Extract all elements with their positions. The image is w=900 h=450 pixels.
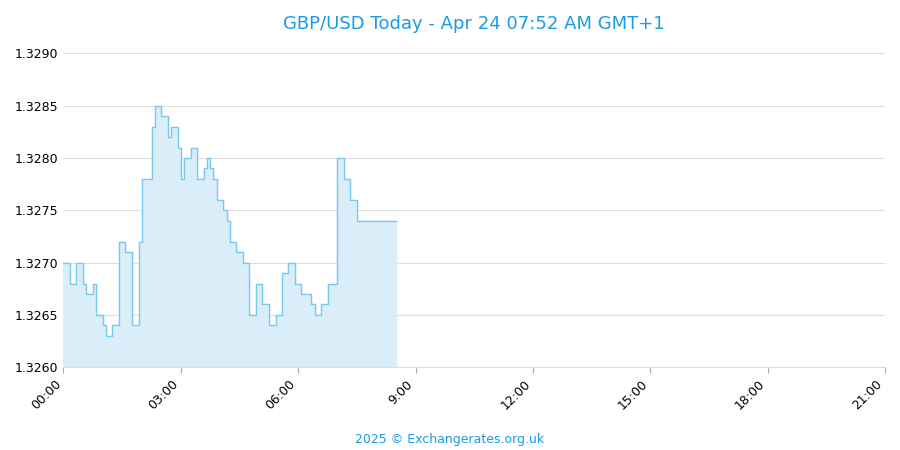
Polygon shape — [64, 106, 396, 367]
Text: 2025 © Exchangerates.org.uk: 2025 © Exchangerates.org.uk — [356, 432, 544, 446]
Title: GBP/USD Today - Apr 24 07:52 AM GMT+1: GBP/USD Today - Apr 24 07:52 AM GMT+1 — [284, 15, 665, 33]
